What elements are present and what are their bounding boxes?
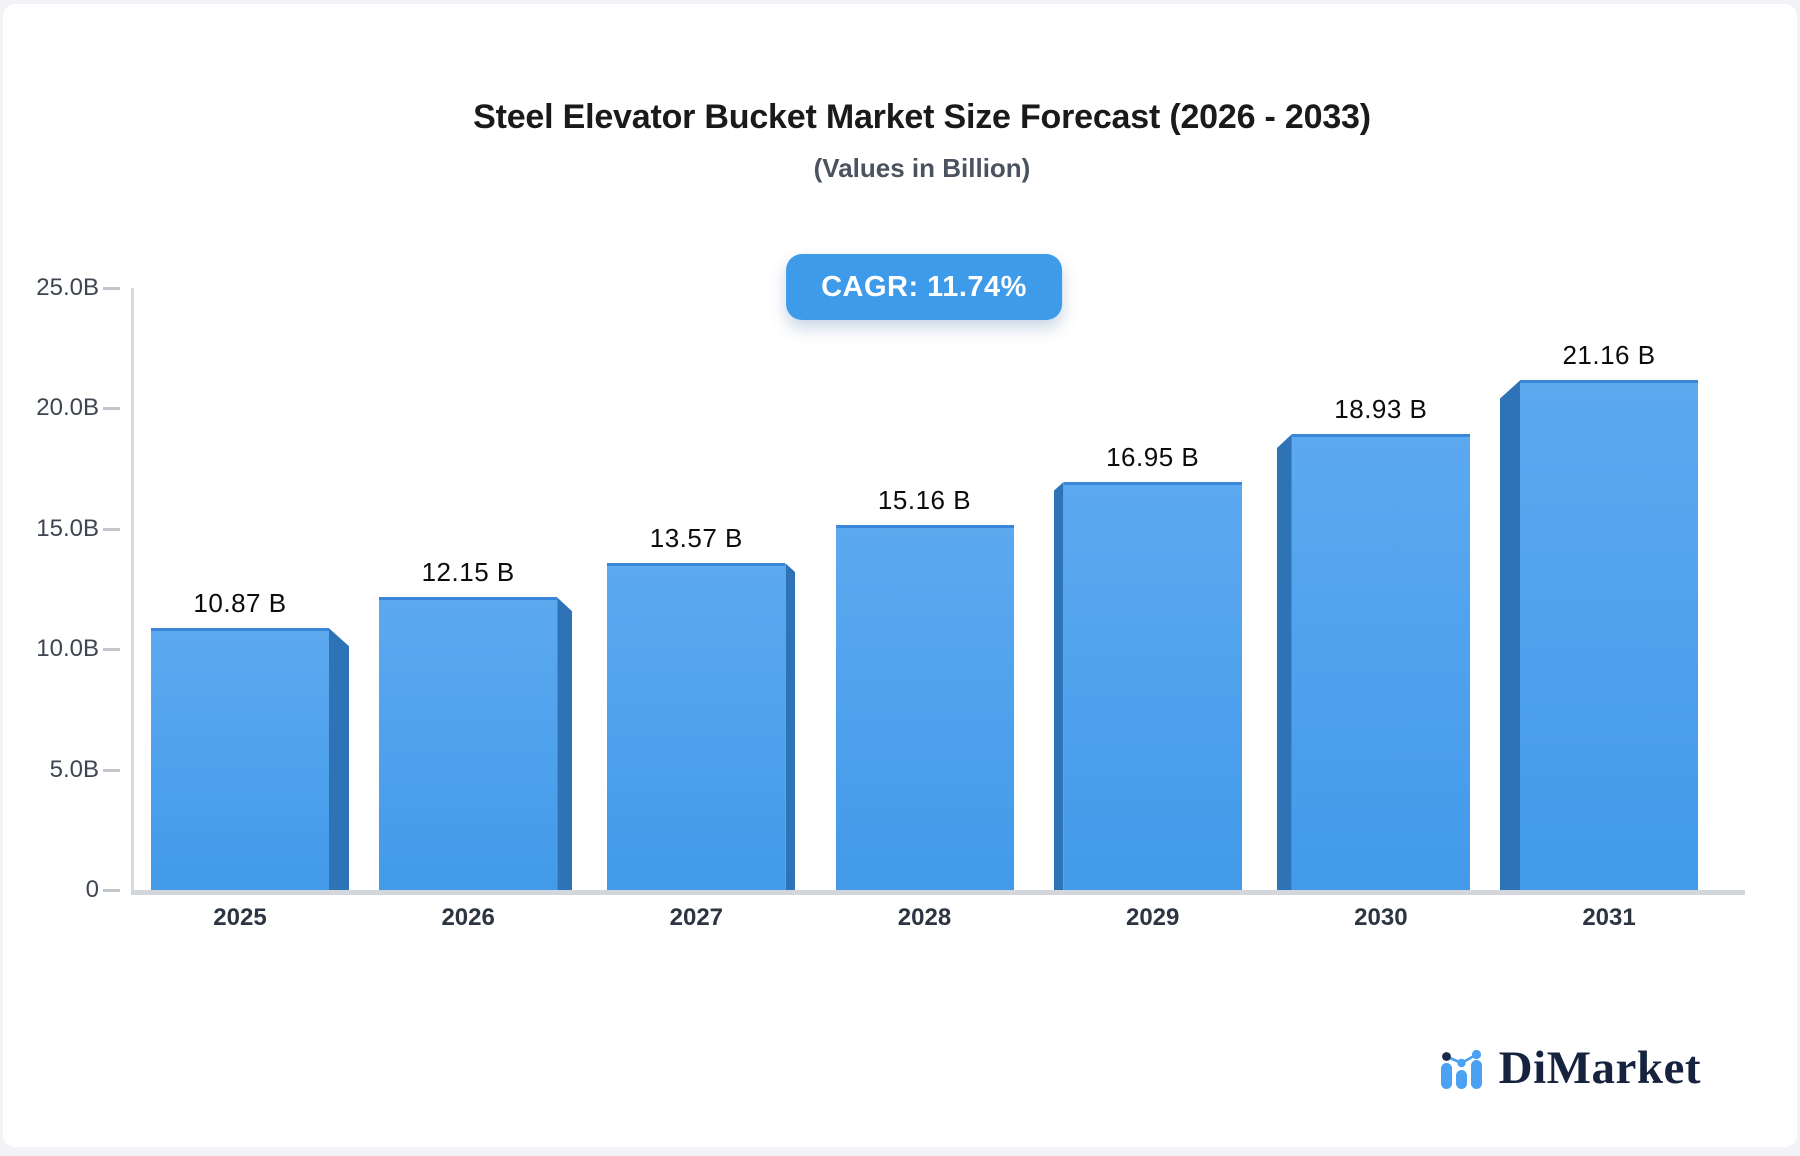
bar-value-label: 13.57 B xyxy=(649,523,743,554)
bar xyxy=(607,563,786,890)
cagr-badge: CAGR: 11.74% xyxy=(786,254,1062,320)
bar-chart: 25.0B 20.0B 15.0B 10.0B 5.0B 0 10.87 B 2025 12.1… xyxy=(3,4,1797,1147)
bar-side-face xyxy=(785,563,796,890)
x-axis-label: 2027 xyxy=(669,904,724,931)
y-axis-tick xyxy=(103,768,120,772)
bar xyxy=(379,597,558,890)
bar-value-label: 21.16 B xyxy=(1562,340,1656,371)
y-axis-tick xyxy=(103,287,120,290)
dimarket-logo: DiMarket xyxy=(1440,1042,1701,1094)
y-axis-tick xyxy=(103,889,120,892)
bar-value-label: 18.93 B xyxy=(1334,394,1428,425)
dimarket-logo-icon xyxy=(1440,1050,1482,1089)
y-axis-tick xyxy=(103,527,120,531)
bar-value-label: 16.95 B xyxy=(1106,441,1200,472)
x-axis-label: 2025 xyxy=(213,904,267,931)
y-axis-tick xyxy=(103,648,120,652)
y-axis-label: 5.0B xyxy=(49,755,99,783)
x-axis-label: 2031 xyxy=(1582,904,1636,931)
bar xyxy=(1291,434,1470,890)
chart-subtitle: (Values in Billion) xyxy=(813,153,1031,183)
bar xyxy=(151,628,329,890)
x-axis-label: 2028 xyxy=(897,904,952,931)
y-axis-label: 0 xyxy=(85,876,99,903)
x-axis-label: 2029 xyxy=(1125,904,1180,931)
x-axis-baseline xyxy=(131,890,1745,895)
bar xyxy=(1063,481,1242,890)
bar-side-face xyxy=(329,628,349,890)
y-axis-label: 10.0B xyxy=(36,635,99,663)
bar-value-label: 10.87 B xyxy=(193,588,287,619)
bar xyxy=(1520,380,1699,890)
bar xyxy=(835,524,1014,890)
y-axis-label: 25.0B xyxy=(36,274,99,301)
bar-side-face xyxy=(1276,434,1292,890)
bar-side-face xyxy=(1500,380,1521,890)
bar-value-label: 15.16 B xyxy=(877,484,972,515)
bar-value-label: 12.15 B xyxy=(421,557,515,588)
y-axis-label: 20.0B xyxy=(36,394,99,422)
bar-side-face xyxy=(1053,481,1064,890)
y-axis-line xyxy=(131,288,134,891)
y-axis-tick xyxy=(103,407,120,411)
bar-side-face xyxy=(557,597,573,890)
chart-card: Steel Elevator Bucket Market Size Foreca… xyxy=(3,4,1797,1147)
y-axis-label: 15.0B xyxy=(36,514,99,542)
x-axis-label: 2026 xyxy=(441,904,495,931)
x-axis-label: 2030 xyxy=(1354,904,1408,931)
chart-title: Steel Elevator Bucket Market Size Foreca… xyxy=(473,98,1371,136)
dimarket-logo-text: DiMarket xyxy=(1498,1042,1701,1094)
